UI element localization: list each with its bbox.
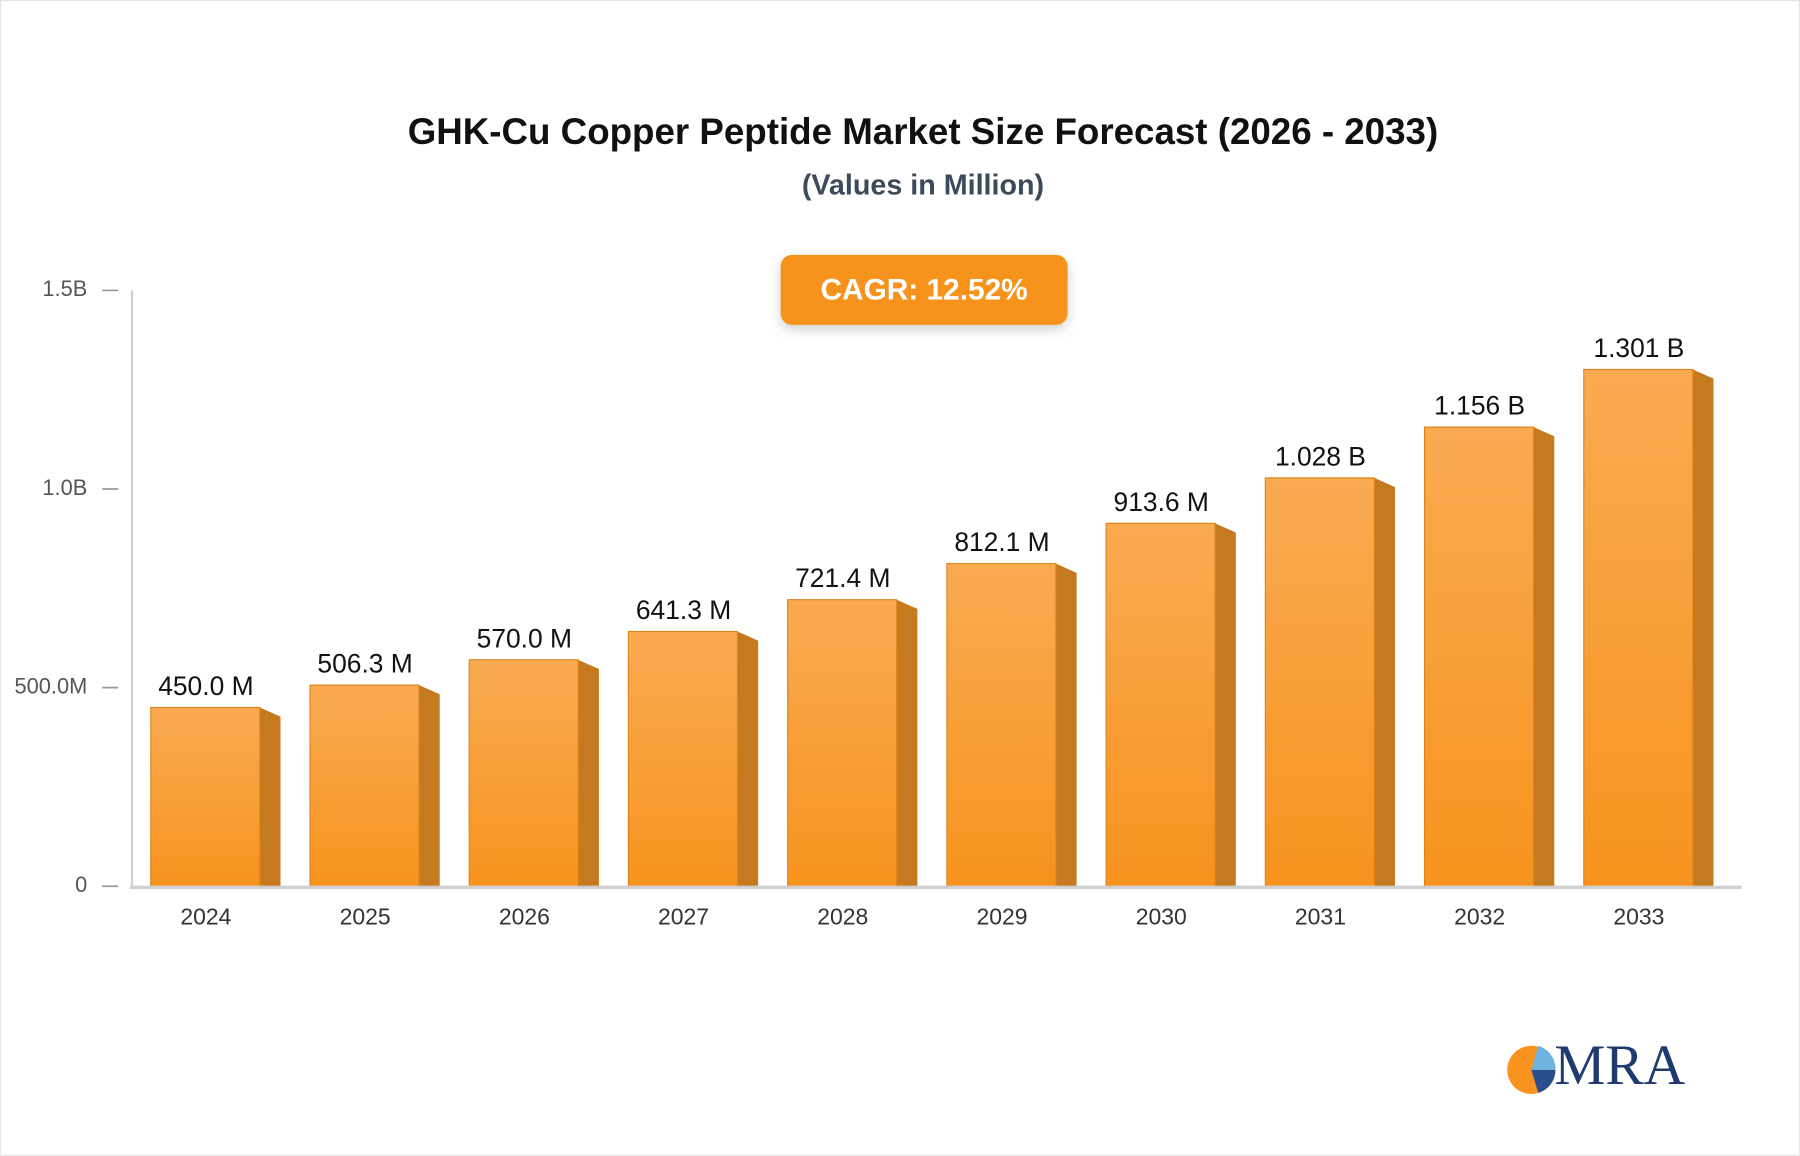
value-label: 913.6 M	[1114, 487, 1209, 517]
value-label: 812.1 M	[954, 527, 1049, 557]
bar-side	[737, 631, 759, 887]
bar	[150, 706, 261, 887]
logo-icon-slice	[1531, 1069, 1556, 1093]
value-label: 570.0 M	[477, 623, 572, 653]
x-tick-label: 2031	[1295, 903, 1346, 929]
bar	[627, 630, 739, 887]
x-tick-label: 2030	[1136, 903, 1187, 929]
bar	[1264, 477, 1375, 887]
value-label: 1.156 B	[1434, 391, 1525, 421]
value-label: 721.4 M	[795, 563, 890, 593]
x-tick-label: 2032	[1454, 903, 1505, 929]
bar-side	[1533, 427, 1555, 887]
bar-side	[896, 599, 918, 887]
bar-side	[259, 707, 281, 887]
bar-side	[1692, 369, 1714, 887]
value-label: 450.0 M	[158, 671, 253, 701]
bar-side	[1374, 477, 1396, 887]
y-tick-label: 500.0M	[15, 673, 88, 698]
value-label: 641.3 M	[636, 595, 731, 625]
x-tick-label: 2026	[499, 903, 550, 929]
bar	[468, 659, 579, 887]
x-tick-label: 2025	[340, 903, 391, 929]
x-tick-label: 2024	[180, 903, 231, 929]
cagr-label: CAGR: 12.52%	[820, 273, 1027, 306]
chart-subtitle: (Values in Million)	[802, 170, 1044, 202]
bar	[1423, 426, 1535, 887]
bar	[946, 563, 1057, 887]
bar-side	[578, 659, 599, 887]
value-label: 506.3 M	[317, 649, 412, 679]
y-tick-label: 1.5B	[42, 276, 87, 301]
bar-side	[419, 685, 440, 887]
bar-side	[1215, 523, 1236, 887]
value-label: 1.301 B	[1593, 333, 1684, 363]
logo-icon-slice	[1531, 1045, 1556, 1070]
logo: MRA	[1507, 1034, 1686, 1097]
y-tick-label: 1.0B	[42, 475, 87, 500]
bar	[787, 599, 898, 887]
value-label: 1.028 B	[1275, 441, 1366, 471]
y-tick-label: 0	[75, 872, 87, 897]
logo-text: MRA	[1554, 1034, 1685, 1097]
bar	[1105, 522, 1216, 887]
cagr-badge	[780, 254, 1068, 325]
x-tick-label: 2027	[658, 903, 709, 929]
chart-title: GHK-Cu Copper Peptide Market Size Foreca…	[408, 111, 1438, 152]
x-tick-label: 2033	[1613, 903, 1664, 929]
bar-side	[1055, 563, 1077, 887]
bar	[309, 684, 420, 887]
bar	[1583, 368, 1694, 887]
x-tick-label: 2028	[817, 903, 868, 929]
x-tick-label: 2029	[976, 903, 1027, 929]
